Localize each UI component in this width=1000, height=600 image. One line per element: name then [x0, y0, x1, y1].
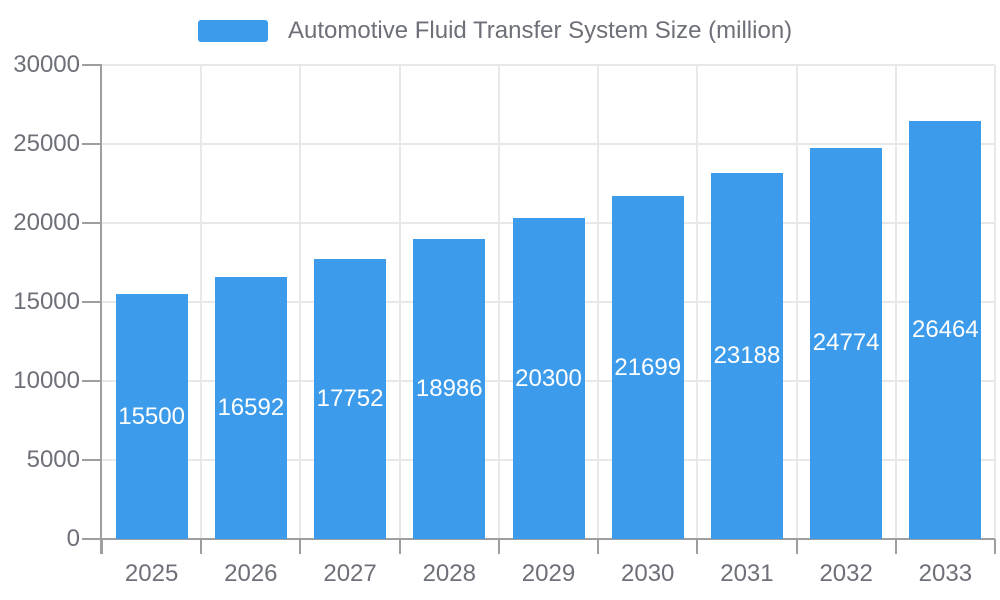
x-tick-2 [299, 539, 302, 554]
y-axis-label-10000: 10000 [13, 367, 80, 394]
y-axis-line [100, 65, 102, 554]
bar-2030[interactable]: 21699 [611, 196, 684, 539]
bar-value-label: 21699 [614, 353, 682, 381]
bar-value-label: 17752 [316, 384, 384, 412]
x-axis-label-2027: 2027 [323, 560, 377, 587]
bar-2028[interactable]: 18986 [413, 239, 486, 539]
bar-value-label: 15500 [118, 402, 185, 430]
x-axis-label-2031: 2031 [720, 560, 774, 587]
x-axis-label-2030: 2030 [621, 560, 675, 587]
y-axis-label-20000: 20000 [13, 209, 80, 236]
y-axis-label-30000: 30000 [13, 51, 80, 78]
v-gridline-4 [497, 65, 500, 539]
legend-swatch-icon [198, 20, 268, 42]
bar-value-label: 18986 [415, 375, 483, 402]
x-axis-label-2033: 2033 [918, 560, 973, 587]
y-axis-label-0: 0 [66, 525, 80, 552]
y-axis-label-5000: 5000 [26, 446, 80, 473]
y-tick-20000 [82, 222, 102, 224]
v-gridline-1 [200, 65, 203, 539]
y-tick-5000 [82, 459, 102, 461]
bar-2033[interactable]: 26464 [909, 120, 982, 539]
x-axis-label-2029: 2029 [521, 560, 576, 587]
legend-label: Automotive Fluid Transfer System Size (m… [288, 17, 793, 44]
bar-value-label: 24774 [812, 329, 880, 357]
v-gridline-8 [894, 65, 897, 539]
x-tick-9 [994, 539, 996, 554]
x-tick-8 [894, 539, 897, 554]
bar-2026[interactable]: 16592 [214, 276, 287, 539]
y-axis-label-25000: 25000 [13, 130, 80, 157]
v-gridline-5 [597, 65, 600, 539]
bar-2029[interactable]: 20300 [512, 218, 585, 539]
v-gridline-6 [696, 65, 699, 539]
bar-value-label: 23188 [713, 341, 781, 369]
x-axis-line [82, 538, 995, 540]
x-tick-0 [101, 539, 103, 554]
bar-value-label: 26464 [912, 315, 979, 343]
x-tick-3 [398, 539, 401, 554]
bar-2025[interactable]: 15500 [115, 294, 188, 539]
y-tick-25000 [82, 143, 102, 145]
y-tick-15000 [82, 301, 102, 303]
x-tick-1 [200, 539, 203, 554]
y-tick-10000 [82, 380, 102, 382]
v-gridline-9 [994, 65, 996, 539]
v-gridline-3 [398, 65, 401, 539]
h-gridline-30000 [102, 64, 995, 66]
v-gridline-7 [795, 65, 798, 539]
bar-2027[interactable]: 17752 [314, 258, 387, 539]
h-gridline-25000 [102, 143, 995, 145]
y-tick-30000 [82, 64, 102, 66]
bar-2032[interactable]: 24774 [810, 147, 883, 539]
x-tick-7 [795, 539, 798, 554]
x-tick-4 [497, 539, 500, 554]
x-axis-label-2028: 2028 [422, 560, 476, 587]
x-tick-6 [696, 539, 699, 554]
bar-value-label: 16592 [217, 393, 285, 421]
bar-value-label: 20300 [515, 364, 582, 392]
x-axis-label-2032: 2032 [819, 560, 873, 587]
legend-item[interactable]: Automotive Fluid Transfer System Size (m… [198, 17, 792, 45]
bar-2031[interactable]: 23188 [710, 172, 783, 539]
y-axis-label-15000: 15000 [13, 288, 80, 315]
x-axis-label-2025: 2025 [124, 560, 179, 587]
x-tick-5 [597, 539, 600, 554]
v-gridline-2 [299, 65, 302, 539]
x-axis-label-2026: 2026 [224, 560, 278, 587]
